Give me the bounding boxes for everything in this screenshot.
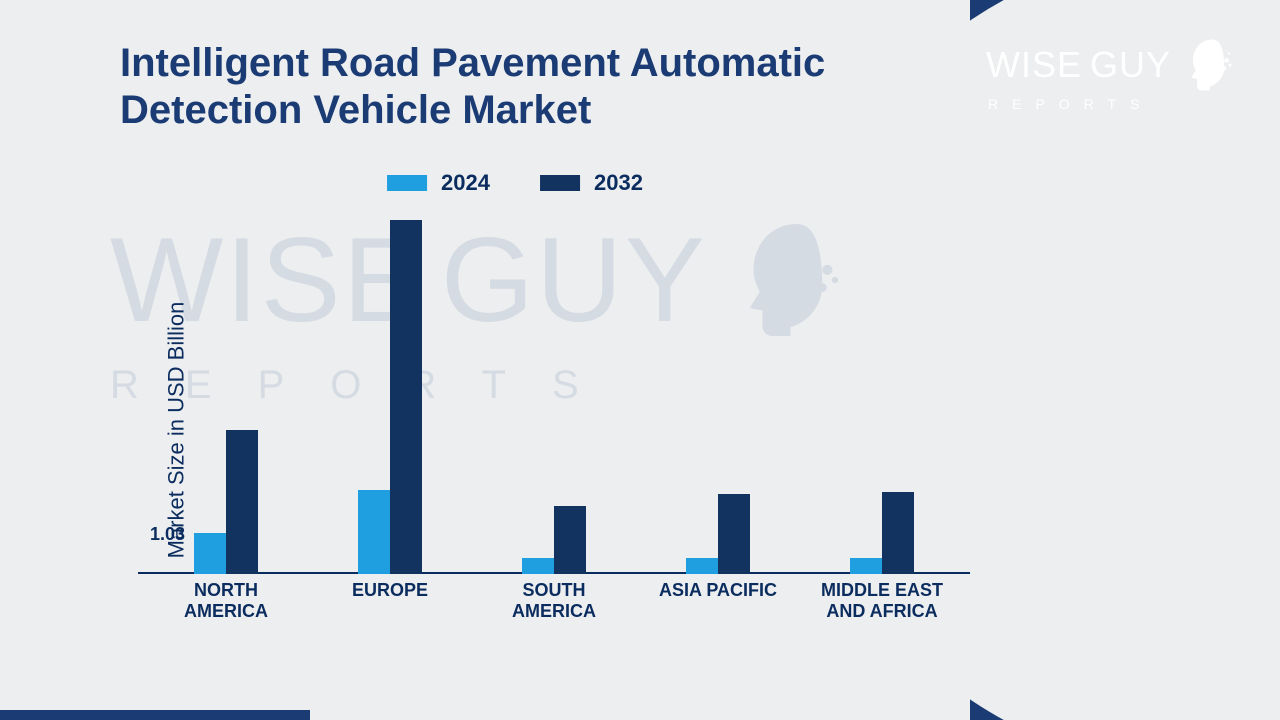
category-label: ASIA PACIFIC — [648, 580, 788, 601]
bar-2032 — [554, 506, 586, 574]
bar-group: SOUTH AMERICA — [494, 214, 614, 574]
bar-2032 — [718, 494, 750, 574]
page-title: Intelligent Road Pavement Automatic Dete… — [120, 40, 880, 134]
category-label: NORTH AMERICA — [156, 580, 296, 621]
brand-head-icon — [1179, 36, 1237, 94]
bar-2024 — [522, 558, 554, 574]
legend-label-2024: 2024 — [441, 170, 490, 196]
market-chart: Market Size in USD Billion 2024 2032 NOR… — [60, 170, 970, 690]
brand-logo: WISE GUY REPORTS — [986, 36, 1256, 112]
legend-item-2032: 2032 — [540, 170, 643, 196]
legend-label-2032: 2032 — [594, 170, 643, 196]
category-label: SOUTH AMERICA — [484, 580, 624, 621]
legend-swatch-2032 — [540, 175, 580, 191]
brand-subline: REPORTS — [988, 96, 1256, 112]
page: WISE GUY REPORTS Intelligent Road Paveme… — [0, 0, 1280, 720]
bar-group: NORTH AMERICA — [166, 214, 286, 574]
bar-2032 — [226, 430, 258, 574]
bar-2032 — [882, 492, 914, 574]
legend-swatch-2024 — [387, 175, 427, 191]
category-label: EUROPE — [320, 580, 460, 601]
chart-legend: 2024 2032 — [387, 170, 643, 196]
bar-2024 — [358, 490, 390, 574]
bar-2024 — [194, 533, 226, 574]
bar-2032 — [390, 220, 422, 574]
data-label: 1.03 — [150, 524, 185, 545]
bar-group: MIDDLE EAST AND AFRICA — [822, 214, 942, 574]
brand-word-1: WISE — [986, 47, 1082, 83]
brand-word-2: GUY — [1090, 47, 1171, 83]
legend-item-2024: 2024 — [387, 170, 490, 196]
bar-2024 — [850, 558, 882, 574]
bar-2024 — [686, 558, 718, 574]
category-label: MIDDLE EAST AND AFRICA — [812, 580, 952, 621]
bottom-accent-bar — [0, 710, 310, 720]
bar-group: ASIA PACIFIC — [658, 214, 778, 574]
plot-area: NORTH AMERICA EUROPE SOUTH AMERICA ASIA PAC… — [138, 214, 970, 574]
bar-group: EUROPE — [330, 214, 450, 574]
